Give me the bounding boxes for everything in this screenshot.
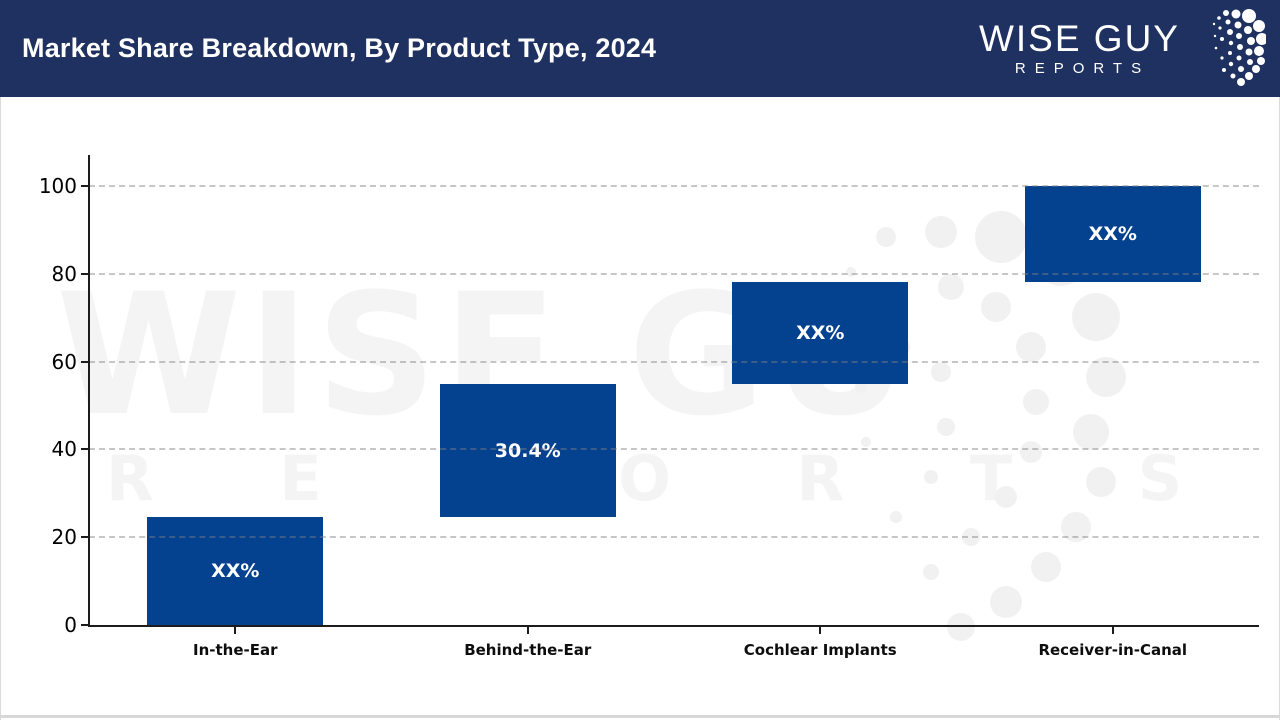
category-label: Receiver-in-Canal <box>1038 641 1188 659</box>
bar-segment: 30.4% <box>439 383 616 518</box>
bar-segment: XX% <box>732 282 909 384</box>
bar-value-label: 30.4% <box>494 439 561 462</box>
wise-guy-reports-logo: WISE GUY REPORTS <box>979 6 1280 92</box>
y-tick-label: 60 <box>51 349 77 374</box>
gridline <box>89 360 1259 363</box>
gridline <box>89 272 1259 275</box>
header-bar: Market Share Breakdown, By Product Type,… <box>0 0 1280 97</box>
y-tick-mark <box>81 536 88 539</box>
bar-segment: XX% <box>147 517 324 625</box>
head-dots-watermark <box>846 211 1126 641</box>
y-axis-line <box>88 155 90 625</box>
bar-value-label: XX% <box>796 322 845 345</box>
bar-value-label: XX% <box>211 560 260 583</box>
chart-area: WISE GU R E P O R T S 0 20 40 60 80 100 XX% In-… <box>0 97 1280 720</box>
y-tick-label: 80 <box>51 261 77 286</box>
y-tick-mark <box>81 624 88 626</box>
x-tick-mark <box>526 627 529 634</box>
category-label: In-the-Ear <box>193 641 278 659</box>
page-title: Market Share Breakdown, By Product Type,… <box>22 33 657 63</box>
bar-segment: XX% <box>1024 186 1201 283</box>
x-tick-mark <box>819 627 822 634</box>
y-tick-label: 0 <box>64 613 77 637</box>
y-tick-mark <box>81 185 88 187</box>
x-tick-mark <box>234 627 237 634</box>
x-tick-mark <box>1111 627 1114 634</box>
bar-value-label: XX% <box>1088 223 1137 246</box>
x-axis-line <box>88 625 1259 627</box>
y-tick-label: 20 <box>51 525 77 550</box>
gridline <box>89 185 1259 187</box>
y-tick-label: 40 <box>51 437 77 462</box>
gridline <box>89 536 1259 539</box>
y-tick-mark <box>81 360 88 363</box>
y-tick-label: 100 <box>38 174 77 198</box>
gridline <box>89 448 1259 451</box>
logo-head-icon <box>1212 8 1266 86</box>
category-label: Cochlear Implants <box>743 641 897 659</box>
y-tick-mark <box>81 448 88 451</box>
category-label: Behind-the-Ear <box>464 641 592 659</box>
bottom-border <box>1 715 1280 718</box>
logo-subtitle: REPORTS <box>1014 60 1151 77</box>
logo-wordmark: WISE GUY <box>978 18 1180 59</box>
y-tick-mark <box>81 272 88 275</box>
